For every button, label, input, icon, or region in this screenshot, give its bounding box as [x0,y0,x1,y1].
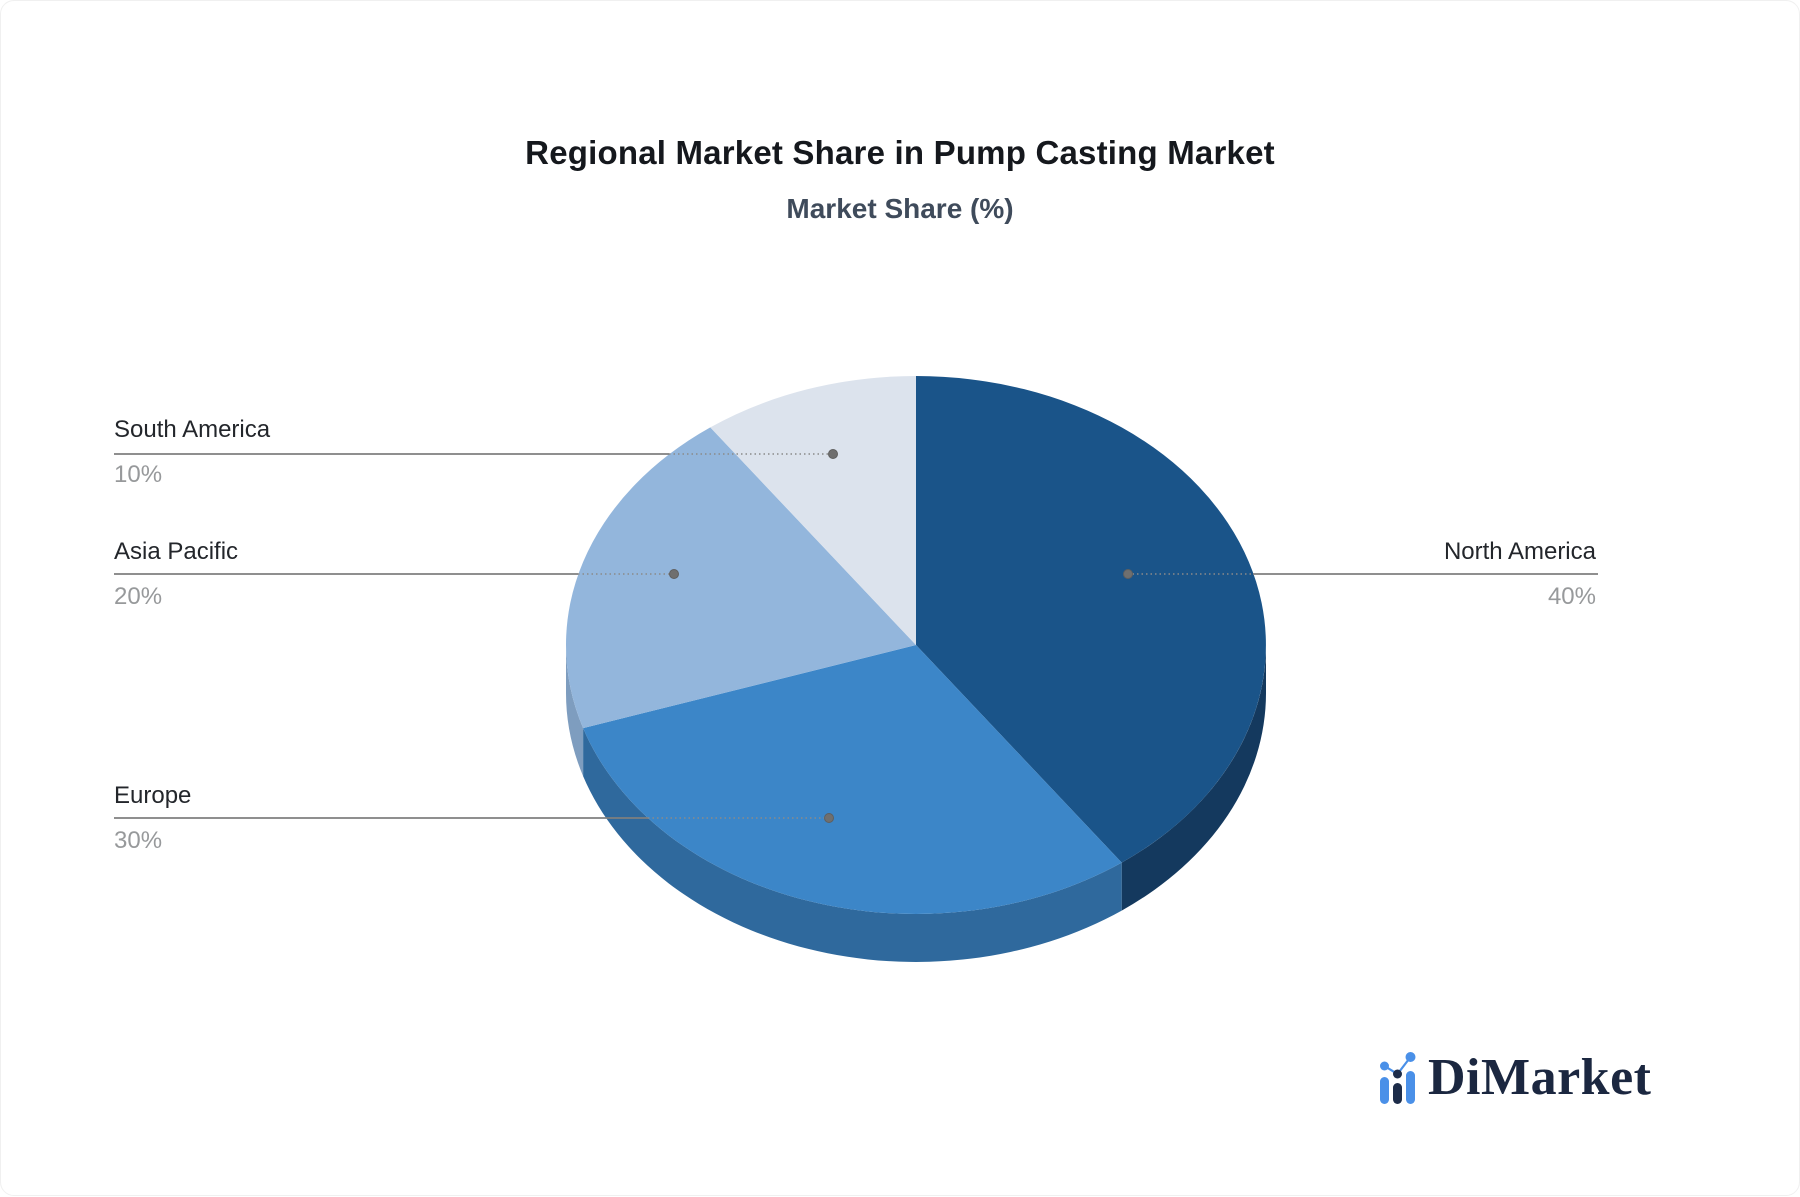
leader-line-europe [114,813,834,823]
callout-asia-pacific: Asia Pacific [114,537,238,567]
callout-asia-pacific-value: 20% [114,582,162,612]
callout-south-america: South America [114,415,270,445]
pie-slice-south-america[interactable] [710,376,916,645]
brand-logo: DiMarket [1378,1045,1651,1107]
chart-title: Regional Market Share in Pump Casting Ma… [525,134,1275,171]
callout-europe-value: 30% [114,826,162,856]
slice-label: South America [114,416,271,443]
pie-slice-asia-pacific[interactable] [565,427,916,729]
callout-europe: Europe [114,781,191,811]
callout-south-america-value: 10% [114,460,162,490]
chart-subtitle: Market Share (%) [786,193,1014,224]
leader-line-asia-pacific [114,569,679,579]
pie-rim-europe [583,728,1122,962]
slice-value: 30% [114,827,163,854]
pie-rim-north-america [1121,645,1266,911]
callout-north-america-value: 40% [1548,582,1596,612]
slice-label: Europe [114,782,192,809]
pie-rim-asia-pacific [566,645,584,777]
slice-label: North America [1443,538,1596,565]
slice-value: 10% [114,461,163,488]
bar-chart-trend-icon [1380,1052,1416,1104]
brand-name: DiMarket [1428,1049,1652,1106]
pie-slice-north-america[interactable] [916,376,1266,863]
leader-line-north-america [1123,569,1598,579]
slice-label: Asia Pacific [114,538,239,565]
leader-line-south-america [114,449,838,459]
pie-slice-europe[interactable] [583,645,1122,914]
slice-value: 20% [114,583,163,610]
slice-value: 40% [1547,583,1596,610]
callout-north-america: North America [1444,537,1596,567]
